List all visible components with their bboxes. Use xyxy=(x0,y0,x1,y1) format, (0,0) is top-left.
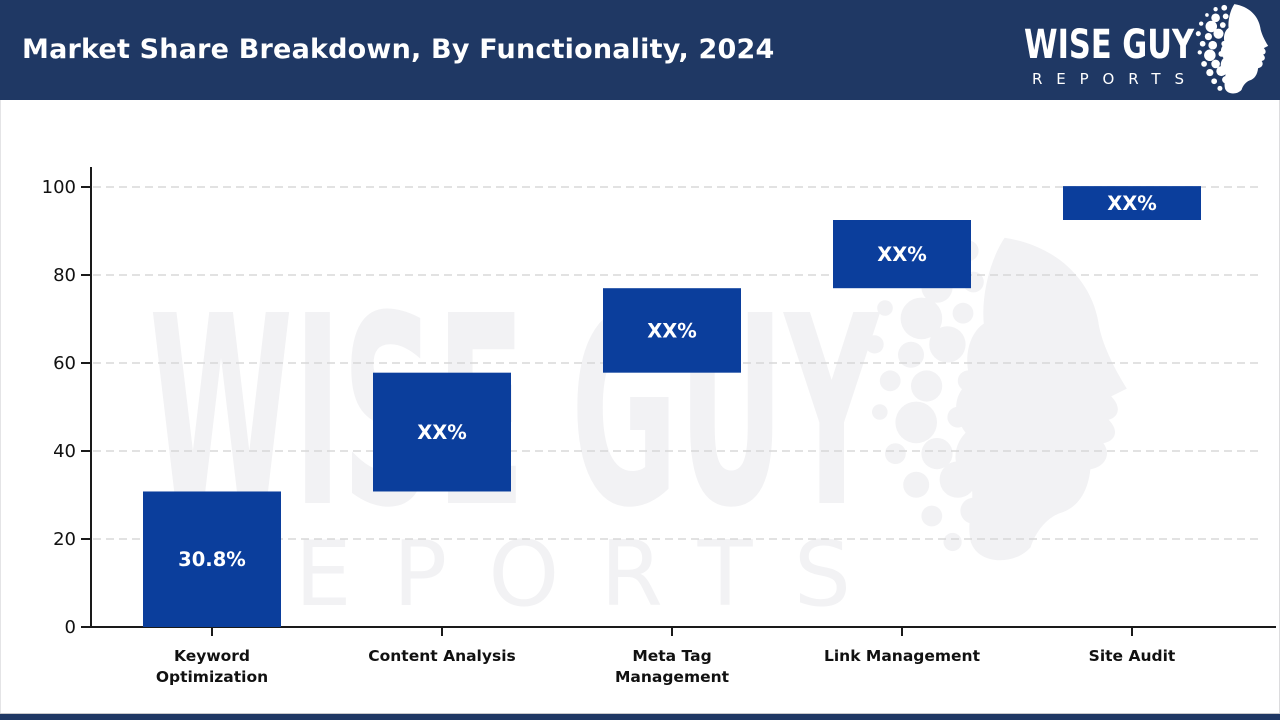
x-axis-category-label: Optimization xyxy=(156,668,268,686)
bar-1 xyxy=(373,372,511,492)
bar-3 xyxy=(833,220,971,289)
wiseguy-head-icon xyxy=(1195,4,1269,94)
y-tick-label: 0 xyxy=(65,617,76,638)
x-axis-category-label: Management xyxy=(615,668,730,686)
bar-value-label: XX% xyxy=(877,243,927,266)
plot-svg: 0 20 40 60 80 100 30.8% Keyword Optimization XX% C… xyxy=(42,167,1276,686)
y-tick-label: 60 xyxy=(53,353,76,374)
brand-logo: WISE GUY REPORTS xyxy=(1024,4,1269,94)
bar-value-label: XX% xyxy=(647,319,697,342)
logo-sub-text: REPORTS xyxy=(1032,70,1184,88)
footer-bar xyxy=(0,713,1280,720)
x-axis-category-label: Keyword xyxy=(174,647,250,665)
chart-title: Market Share Breakdown, By Functionality… xyxy=(22,34,775,65)
bar-2 xyxy=(603,288,741,373)
bar-value-label: XX% xyxy=(1107,192,1157,215)
bar-value-label: 30.8% xyxy=(178,548,246,571)
logo-brand-text: WISE GUY xyxy=(1024,22,1195,68)
y-tick-label: 20 xyxy=(53,529,76,550)
bar-value-label: XX% xyxy=(417,421,467,444)
y-tick-label: 80 xyxy=(53,265,76,286)
chart-canvas: WISE GUY REPORTS 02040608010030.8%Keywor… xyxy=(0,100,1280,714)
x-axis-category-label: Link Management xyxy=(824,647,981,665)
y-tick-label: 100 xyxy=(42,177,76,198)
header-bar: Market Share Breakdown, By Functionality… xyxy=(0,0,1280,100)
y-tick-label: 40 xyxy=(53,441,76,462)
bar-0 xyxy=(143,491,281,627)
x-axis-category-label: Meta Tag xyxy=(632,647,711,665)
x-axis-category-label: Content Analysis xyxy=(368,647,516,665)
x-axis-category-label: Site Audit xyxy=(1089,647,1176,665)
bar-4 xyxy=(1063,186,1201,220)
